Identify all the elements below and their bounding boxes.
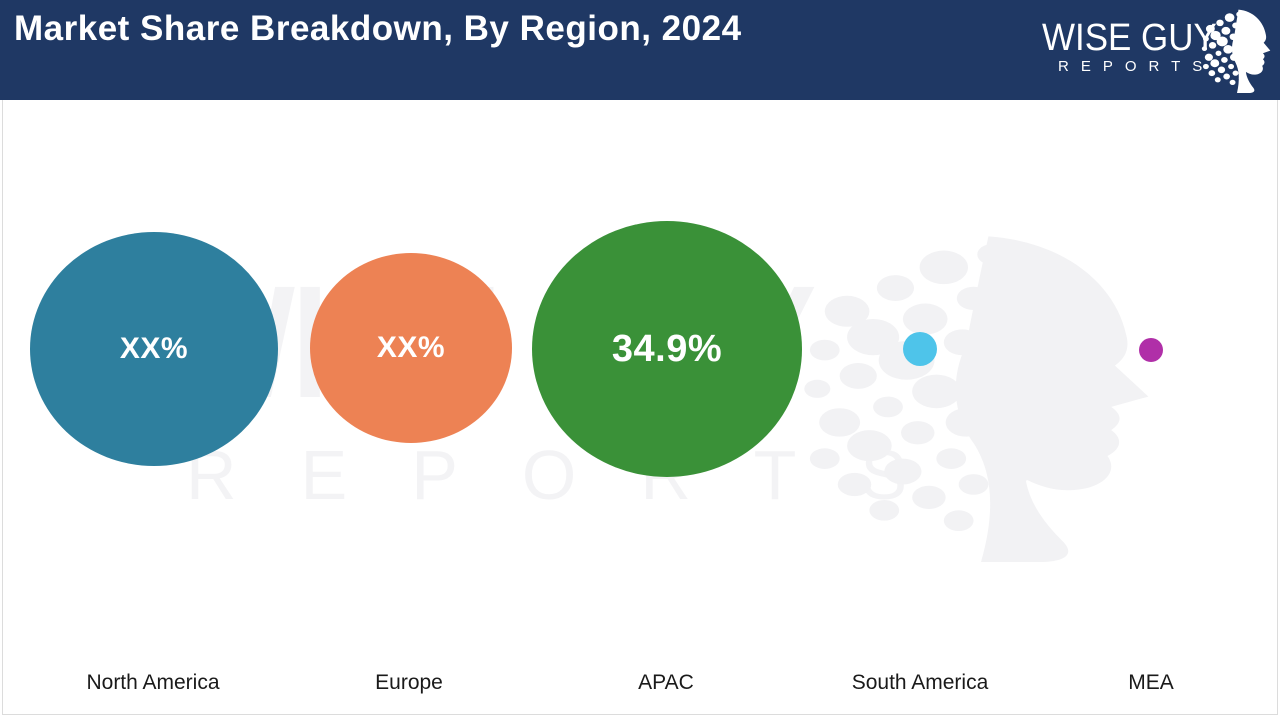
bubble-value-label-apac: 34.9%: [611, 327, 723, 370]
bubble-value-label-north-america: XX%: [119, 332, 189, 365]
bubble-apac: 34.9%: [532, 221, 802, 477]
bubble-north-america: XX%: [30, 232, 278, 466]
page-title: Market Share Breakdown, By Region, 2024: [14, 9, 742, 48]
category-label-north-america: North America: [86, 671, 220, 694]
category-label-europe: Europe: [375, 671, 443, 694]
category-label-mea: MEA: [1128, 671, 1174, 694]
category-label-apac: APAC: [638, 671, 694, 694]
brand-name: WISE GUY: [1042, 17, 1217, 59]
watermark-head-icon: [804, 236, 1149, 562]
bubble-mea: [1139, 338, 1163, 362]
header-bar: Market Share Breakdown, By Region, 2024 …: [0, 0, 1280, 100]
brand-subname: REPORTS: [1058, 58, 1215, 75]
category-label-south-america: South America: [851, 671, 989, 694]
watermark-reports-text: REPORTS: [186, 436, 972, 514]
bubble-value-label-europe: XX%: [376, 331, 446, 364]
brand-head-icon: [1201, 9, 1271, 93]
bubble-europe: XX%: [310, 253, 512, 443]
bubble-south-america: [903, 332, 937, 366]
